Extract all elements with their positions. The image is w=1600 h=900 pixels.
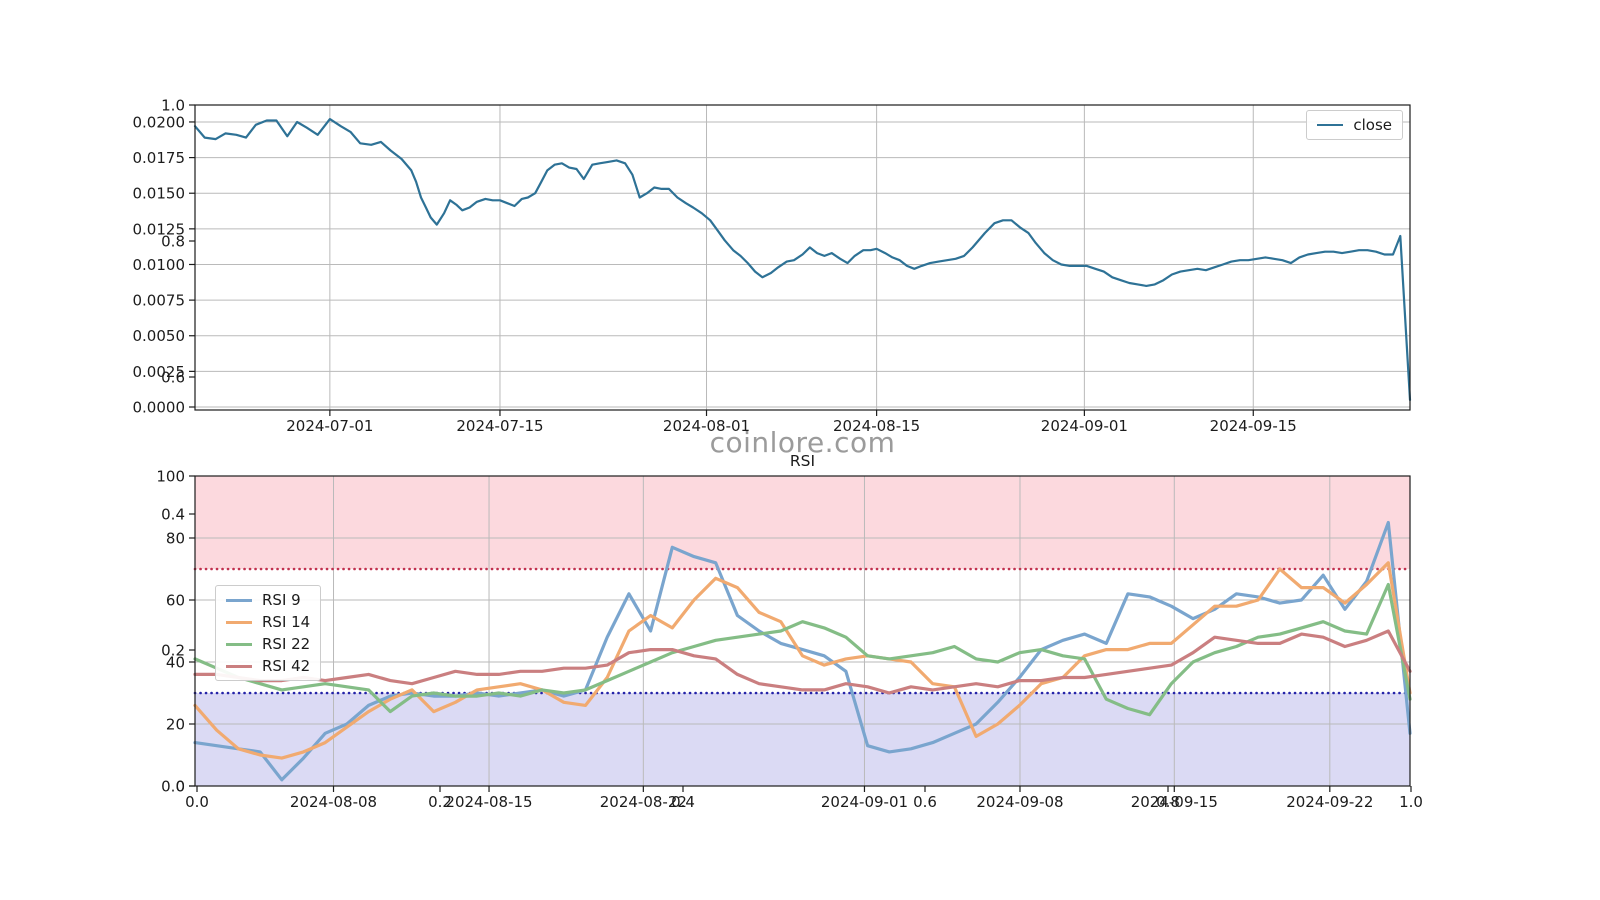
y-tick-label: 0.0000 [133, 399, 186, 417]
oversold-band [195, 693, 1410, 786]
y-tick-label: 0.0100 [133, 256, 186, 274]
y-tick-label: 0.0025 [133, 363, 186, 381]
rsi-legend: RSI 9 RSI 14 RSI 22 RSI 42 [215, 585, 322, 681]
y-tick-label: 0.0150 [133, 185, 186, 203]
overlay-y-tick-label: 0.8 [161, 233, 185, 251]
price-axes-box [194, 104, 1411, 411]
y-tick-label: 100 [156, 468, 185, 486]
overbought-band [195, 476, 1410, 569]
y-tick-label: 20 [166, 716, 185, 734]
x-tick-label: 2024-08-08 [290, 793, 377, 811]
y-tick-label: 0 [175, 778, 185, 796]
rsi-legend-entry: RSI 9 [226, 591, 310, 609]
price-legend-entry: close [1317, 116, 1392, 134]
y-tick-label: 0.0125 [133, 220, 186, 238]
x-tick-label: 2024-09-01 [1041, 417, 1128, 435]
overlay-x-tick-label: 0.4 [671, 793, 695, 811]
y-tick-label: 80 [166, 530, 185, 548]
price-legend-swatch-icon [1317, 124, 1344, 126]
rsi-legend-entry: RSI 22 [226, 635, 310, 653]
y-tick-label: 0.0075 [133, 292, 186, 310]
watermark: coinlore.com [709, 426, 896, 459]
x-tick-label: 2024-07-15 [456, 417, 543, 435]
overlay-x-tick-label: 1.0 [1399, 793, 1423, 811]
x-tick-label: 2024-09-08 [976, 793, 1063, 811]
x-tick-label: 2024-08-01 [663, 417, 750, 435]
overlay-x-tick-label: 0.2 [428, 793, 452, 811]
overlay-x-tick-label: 0.8 [1156, 793, 1180, 811]
x-tick-label: 2024-08-15 [833, 417, 920, 435]
y-tick-label: 0.0200 [133, 113, 186, 131]
rsi-legend-swatch-icon [226, 642, 252, 646]
x-tick-label: 2024-09-01 [821, 793, 908, 811]
series-rsi-42 [193, 629, 1412, 695]
rsi-legend-label: RSI 22 [262, 635, 311, 653]
x-tick-label: 2024-08-22 [600, 793, 687, 811]
price-legend-label: close [1353, 116, 1392, 134]
y-tick-label: 60 [166, 592, 185, 610]
overlay-x-tick-label: 0.6 [913, 793, 937, 811]
x-tick-label: 2024-08-15 [445, 793, 532, 811]
rsi-legend-label: RSI 14 [262, 613, 311, 631]
x-tick-label: 2024-09-15 [1131, 793, 1218, 811]
price-legend: close [1306, 110, 1403, 140]
y-tick-label: 40 [166, 654, 185, 672]
rsi-legend-swatch-icon [226, 598, 252, 602]
x-tick-label: 2024-09-22 [1286, 793, 1373, 811]
series-rsi-14 [193, 561, 1412, 760]
rsi-legend-swatch-icon [226, 620, 252, 624]
y-tick-label: 0.0050 [133, 327, 186, 345]
y-tick-label: 0.0175 [133, 149, 186, 167]
overlay-y-tick-label: 0.0 [161, 778, 185, 796]
x-tick-label: 2024-07-01 [286, 417, 373, 435]
overlay-y-tick-label: 0.4 [161, 506, 185, 524]
overlay-y-tick-label: 0.2 [161, 642, 185, 660]
rsi-legend-entry: RSI 42 [226, 657, 310, 675]
rsi-legend-swatch-icon [226, 664, 252, 668]
x-tick-label: 2024-09-15 [1210, 417, 1297, 435]
rsi-legend-label: RSI 9 [262, 591, 301, 609]
rsi-legend-label: RSI 42 [262, 657, 311, 675]
overlay-x-tick-label: 0.0 [185, 793, 209, 811]
series-close [193, 117, 1412, 401]
rsi-panel-title: RSI [789, 452, 816, 470]
rsi-legend-entry: RSI 14 [226, 613, 310, 631]
overlay-y-tick-label: 1.0 [161, 97, 185, 115]
overlay-y-tick-label: 0.6 [161, 369, 185, 387]
rsi-axes-box [194, 475, 1411, 787]
series-rsi-22 [193, 582, 1412, 717]
